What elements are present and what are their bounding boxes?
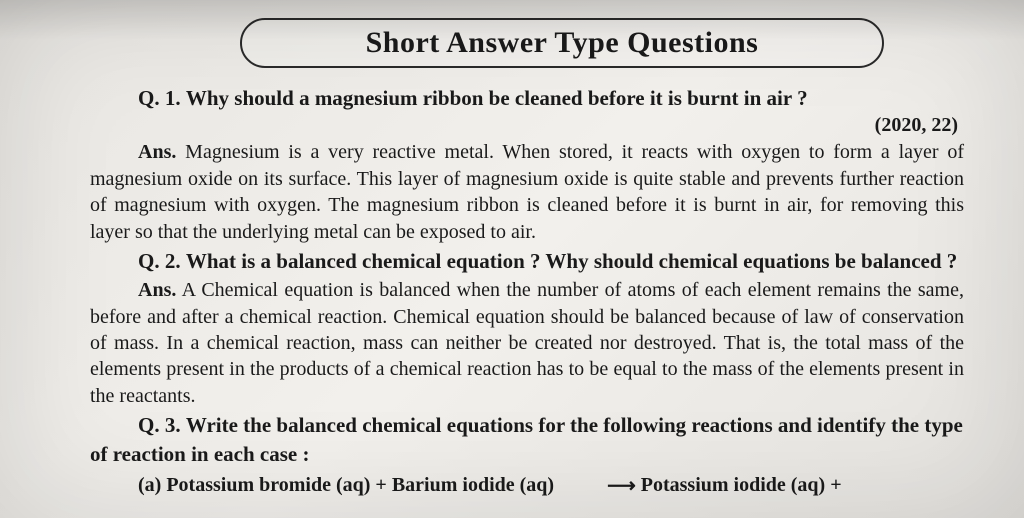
- reaction-arrow-icon: ⟶: [559, 473, 636, 499]
- question-2-label: Q. 2.: [138, 249, 181, 273]
- banner-container: Short Answer Type Questions: [90, 18, 964, 76]
- question-1-label: Q. 1.: [138, 86, 181, 110]
- part-a-plus: +: [375, 474, 386, 496]
- answer-1-label: Ans.: [138, 141, 176, 163]
- question-3-text: Write the balanced chemical equations fo…: [90, 413, 963, 465]
- question-1-text: Why should a magnesium ribbon be cleaned…: [186, 86, 808, 110]
- question-1-year: (2020, 22): [90, 114, 964, 137]
- answer-2: Ans. A Chemical equation is balanced whe…: [90, 277, 964, 409]
- answer-1: Ans. Magnesium is a very reactive metal.…: [90, 139, 964, 245]
- part-a-rhs1: Potassium iodide (aq): [641, 474, 825, 496]
- question-3-part-a: (a) Potassium bromide (aq) + Barium iodi…: [90, 472, 964, 500]
- answer-1-text: Magnesium is a very reactive metal. When…: [90, 141, 964, 242]
- answer-2-text: A Chemical equation is balanced when the…: [90, 279, 964, 407]
- question-3-label: Q. 3.: [138, 413, 181, 437]
- part-a-tail: +: [830, 474, 841, 496]
- answer-2-label: Ans.: [138, 279, 176, 301]
- question-3: Q. 3. Write the balanced chemical equati…: [90, 411, 964, 468]
- part-a-label: (a): [138, 474, 161, 496]
- question-2-text: What is a balanced chemical equation ? W…: [186, 249, 957, 273]
- question-1: Q. 1. Why should a magnesium ribbon be c…: [90, 84, 964, 112]
- part-a-lhs2: Barium iodide (aq): [392, 474, 554, 496]
- section-title: Short Answer Type Questions: [366, 26, 759, 60]
- document-page: Short Answer Type Questions Q. 1. Why sh…: [90, 18, 964, 499]
- part-a-lhs1: Potassium bromide (aq): [166, 474, 370, 496]
- question-2: Q. 2. What is a balanced chemical equati…: [90, 247, 964, 275]
- section-banner: Short Answer Type Questions: [240, 18, 884, 68]
